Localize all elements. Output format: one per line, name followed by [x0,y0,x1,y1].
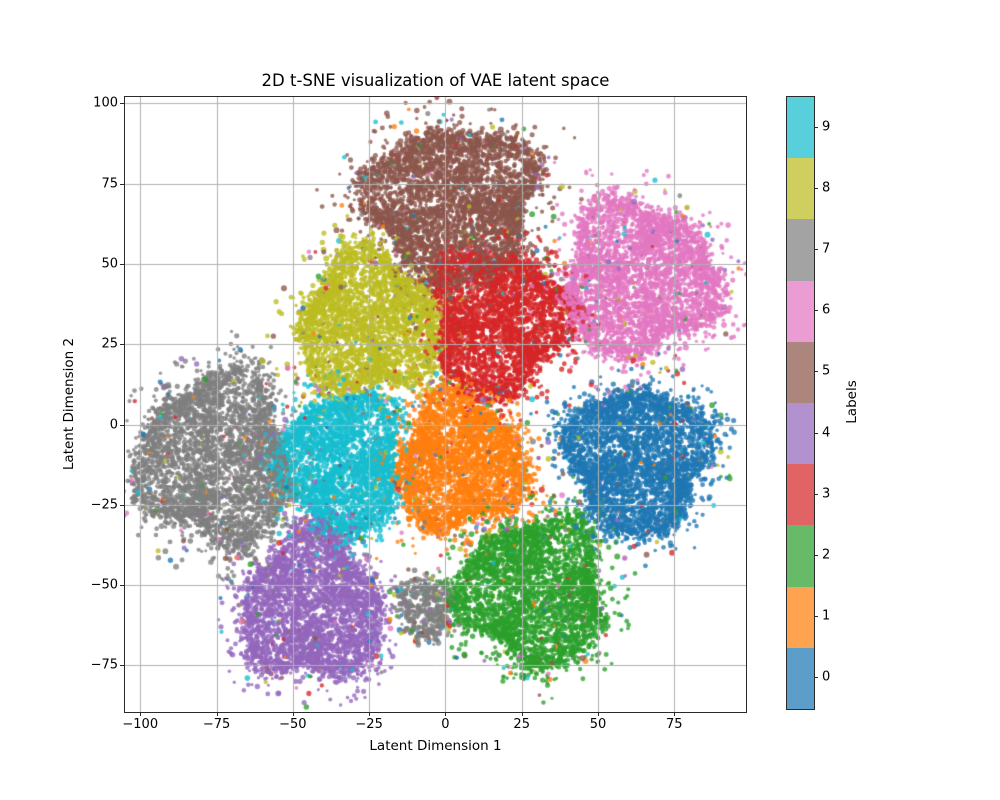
y-tick-label: −75 [90,657,118,673]
colorbar-segment-5 [787,341,814,403]
x-tick-mark [216,712,218,716]
colorbar-segment-9 [787,96,814,159]
colorbar-tick-mark [814,493,818,495]
colorbar-label: Labels [844,380,860,424]
x-tick-label: 25 [513,717,530,732]
colorbar-tick-label: 4 [822,425,831,441]
colorbar-tick-label: 8 [822,180,831,196]
colorbar-tick-label: 9 [822,119,831,135]
colorbar [786,96,815,710]
y-tick-label: 100 [93,95,118,111]
y-tick-mark [120,665,124,667]
x-tick-mark [674,712,676,716]
y-tick-label: 50 [101,256,118,272]
scatter-canvas [125,97,746,712]
y-tick-label: 0 [109,417,118,433]
x-tick-label: −25 [355,717,383,732]
x-tick-mark [369,712,371,716]
plot-box [124,96,747,713]
colorbar-tick-mark [814,677,818,679]
y-tick-mark [120,183,124,185]
x-tick-mark [521,712,523,716]
y-tick-mark [120,263,124,265]
y-tick-mark [120,103,124,105]
colorbar-segment-1 [787,586,814,648]
y-tick-mark [120,504,124,506]
colorbar-segment-2 [787,525,814,587]
y-tick-label: 25 [101,336,118,352]
colorbar-tick-mark [814,432,818,434]
colorbar-tick-mark [814,187,818,189]
colorbar-tick-label: 7 [822,241,831,257]
colorbar-segment-4 [787,402,814,465]
y-tick-label: −50 [90,577,118,593]
x-tick-mark [140,712,142,716]
y-tick-mark [120,585,124,587]
chart-title: 2D t-SNE visualization of VAE latent spa… [261,71,610,90]
colorbar-tick-mark [814,310,818,312]
colorbar-tick-label: 5 [822,363,831,379]
colorbar-tick-mark [814,555,818,556]
colorbar-tick-label: 1 [822,608,831,624]
colorbar-segment-0 [787,647,814,709]
colorbar-tick-label: 3 [822,486,831,502]
colorbar-segment-6 [787,280,814,342]
colorbar-tick-mark [814,616,818,618]
colorbar-segment-8 [787,158,814,220]
x-tick-label: −100 [122,717,159,732]
x-tick-label: 0 [441,717,450,732]
colorbar-tick-mark [814,371,818,373]
x-tick-mark [292,712,294,716]
colorbar-segment-3 [787,464,814,526]
colorbar-tick-mark [814,126,818,128]
x-tick-label: 75 [666,717,683,732]
y-tick-label: −25 [90,497,118,513]
x-tick-mark [597,712,599,716]
x-tick-label: −75 [202,717,231,732]
x-axis-label: Latent Dimension 1 [369,738,502,754]
colorbar-tick-label: 6 [822,302,831,318]
x-tick-mark [445,712,447,716]
colorbar-tick-mark [814,249,818,250]
colorbar-tick-label: 0 [822,669,831,685]
colorbar-tick-label: 2 [822,547,831,563]
y-tick-mark [120,344,124,346]
x-tick-label: 50 [589,717,607,732]
y-tick-mark [120,424,124,426]
x-tick-label: −50 [279,717,307,732]
y-tick-label: 75 [101,176,118,192]
colorbar-segment-7 [787,219,814,281]
y-axis-label: Latent Dimension 2 [61,337,77,471]
